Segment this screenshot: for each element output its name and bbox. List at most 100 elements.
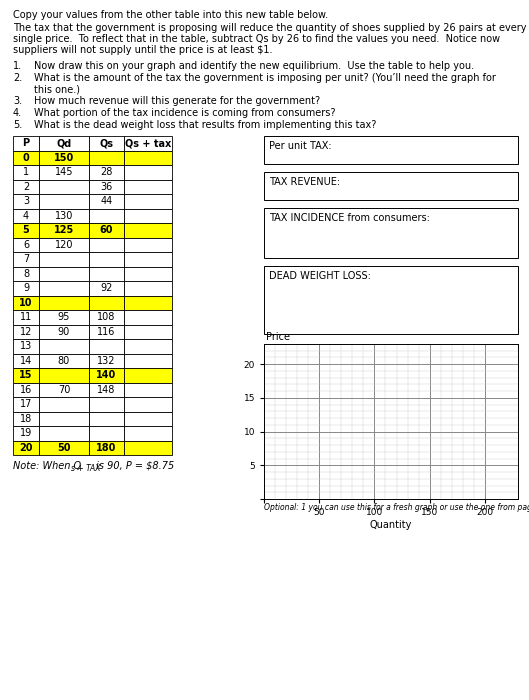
Bar [89, 237, 124, 252]
Text: 4.: 4. [13, 108, 22, 118]
Bar [13, 295, 39, 310]
Text: 1: 1 [23, 167, 29, 177]
Text: 28: 28 [101, 167, 113, 177]
Bar [13, 397, 39, 412]
Bar [264, 208, 518, 258]
Bar [39, 382, 89, 397]
Bar [13, 237, 39, 252]
Bar [39, 440, 89, 455]
Bar [13, 136, 39, 150]
Text: is 90, P = $8.75: is 90, P = $8.75 [93, 461, 174, 471]
Bar [89, 223, 124, 237]
Text: 18: 18 [20, 414, 32, 424]
Bar [39, 368, 89, 382]
Bar [13, 209, 39, 223]
Bar [39, 165, 89, 179]
Bar [39, 339, 89, 354]
Text: 44: 44 [101, 196, 113, 206]
Bar [124, 194, 172, 209]
Text: 36: 36 [101, 182, 113, 192]
Text: single price.  To reflect that in the table, subtract Qs by 26 to find the value: single price. To reflect that in the tab… [13, 34, 500, 44]
Bar [124, 354, 172, 368]
Bar [89, 295, 124, 310]
Bar [39, 267, 89, 281]
Bar [89, 382, 124, 397]
Text: 10: 10 [19, 298, 33, 308]
Text: 2: 2 [23, 182, 29, 192]
Text: Price: Price [266, 332, 290, 342]
Text: How much revenue will this generate for the government?: How much revenue will this generate for … [34, 96, 320, 106]
Text: 0: 0 [23, 153, 30, 163]
Bar [89, 354, 124, 368]
Bar [13, 179, 39, 194]
Text: What is the dead weight loss that results from implementing this tax?: What is the dead weight loss that result… [34, 120, 376, 130]
Bar [89, 310, 124, 325]
Bar [264, 172, 518, 200]
Text: 50: 50 [57, 443, 71, 453]
Text: The tax that the government is proposing will reduce the quantity of shoes suppl: The tax that the government is proposing… [13, 23, 526, 33]
Text: 132: 132 [97, 356, 116, 365]
Text: Note: When Q: Note: When Q [13, 461, 81, 471]
Text: 11: 11 [20, 312, 32, 322]
Bar [124, 440, 172, 455]
Text: 6: 6 [23, 239, 29, 250]
Bar [39, 179, 89, 194]
Bar [13, 267, 39, 281]
Text: 80: 80 [58, 356, 70, 365]
Text: 145: 145 [54, 167, 73, 177]
Bar [39, 209, 89, 223]
Text: Optional: 1 you can use this for a fresh graph or use the one from page 1: Optional: 1 you can use this for a fresh… [264, 503, 529, 512]
Text: 14: 14 [20, 356, 32, 365]
Bar [39, 136, 89, 150]
Bar [39, 237, 89, 252]
Text: 120: 120 [54, 239, 73, 250]
Text: 92: 92 [101, 284, 113, 293]
Text: this one.): this one.) [34, 84, 80, 94]
Text: 13: 13 [20, 342, 32, 351]
Bar [39, 397, 89, 412]
Text: 148: 148 [97, 385, 116, 395]
Bar [39, 150, 89, 165]
Text: What is the amount of the tax the government is imposing per unit? (You’ll need : What is the amount of the tax the govern… [34, 73, 496, 83]
Bar [89, 412, 124, 426]
Bar [13, 150, 39, 165]
Bar [39, 295, 89, 310]
Text: 2.: 2. [13, 73, 22, 83]
Bar [89, 281, 124, 295]
Text: 4: 4 [23, 211, 29, 220]
Bar [89, 179, 124, 194]
Bar [89, 440, 124, 455]
Text: Now draw this on your graph and identify the new equilibrium.  Use the table to : Now draw this on your graph and identify… [34, 61, 474, 71]
Text: 116: 116 [97, 327, 116, 337]
Bar [13, 223, 39, 237]
Bar [89, 252, 124, 267]
Text: DEAD WEIGHT LOSS:: DEAD WEIGHT LOSS: [269, 271, 371, 281]
Bar [89, 267, 124, 281]
Bar [13, 165, 39, 179]
Bar [13, 194, 39, 209]
Bar [124, 382, 172, 397]
Bar [13, 440, 39, 455]
Text: 130: 130 [55, 211, 73, 220]
Text: 180: 180 [96, 443, 117, 453]
Bar [124, 295, 172, 310]
Bar [13, 310, 39, 325]
Text: 60: 60 [100, 225, 113, 235]
Text: 90: 90 [58, 327, 70, 337]
Bar [13, 252, 39, 267]
Bar [89, 194, 124, 209]
Bar [89, 136, 124, 150]
Bar [89, 209, 124, 223]
Bar [124, 310, 172, 325]
Text: 9: 9 [23, 284, 29, 293]
Text: 3: 3 [23, 196, 29, 206]
Text: 12: 12 [20, 327, 32, 337]
Text: Per unit TAX:: Per unit TAX: [269, 141, 332, 151]
Bar [13, 368, 39, 382]
Text: 1.: 1. [13, 61, 22, 71]
Bar [89, 397, 124, 412]
Bar [89, 339, 124, 354]
Bar [124, 165, 172, 179]
Bar [89, 325, 124, 339]
Text: 125: 125 [54, 225, 74, 235]
